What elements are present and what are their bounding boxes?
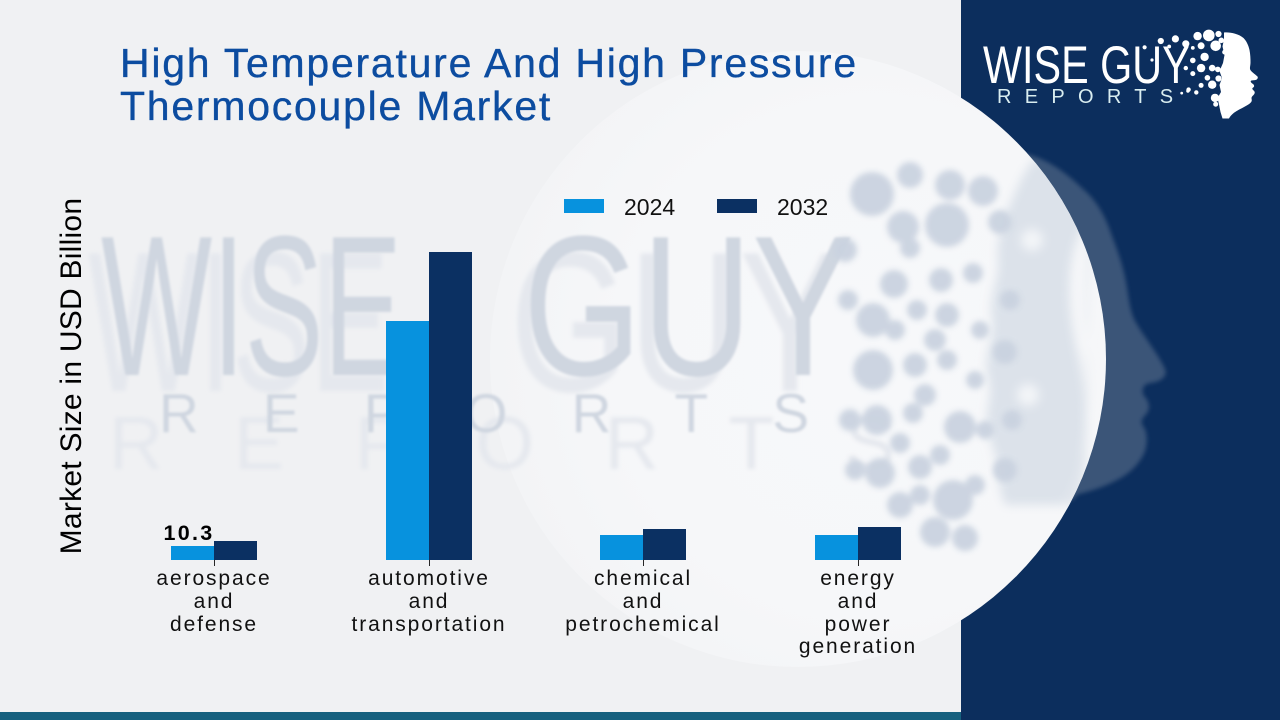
svg-text:GUY: GUY: [510, 211, 841, 434]
svg-text:REPORTS: REPORTS: [159, 382, 809, 444]
svg-text:REPORTS: REPORTS: [109, 401, 895, 485]
svg-text:WISE: WISE: [88, 211, 389, 434]
svg-text:WISE: WISE: [101, 195, 402, 418]
svg-text:GUY: GUY: [523, 195, 854, 418]
